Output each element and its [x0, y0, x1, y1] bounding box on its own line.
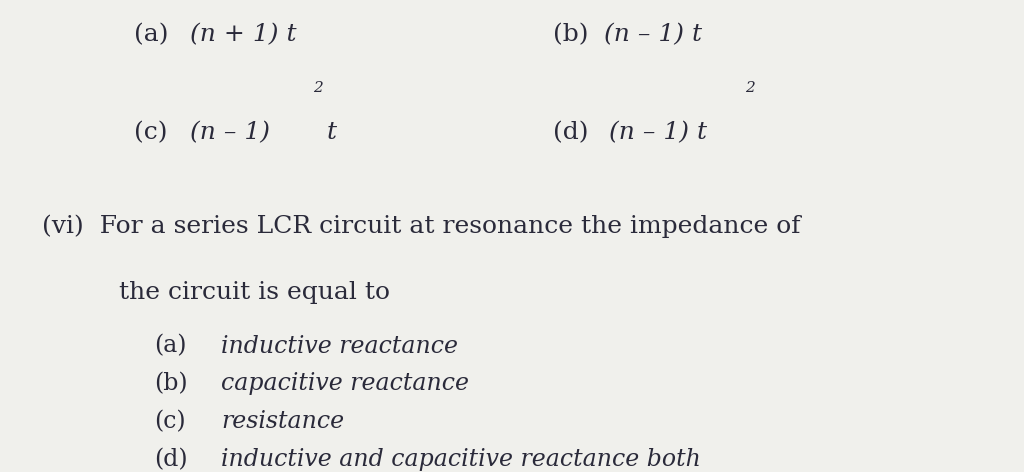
- Text: (b): (b): [553, 24, 604, 47]
- Text: 2: 2: [313, 81, 323, 95]
- Text: (n – 1) t: (n – 1) t: [604, 24, 701, 47]
- Text: 2: 2: [744, 81, 755, 95]
- Text: inductive and capacitive reactance both: inductive and capacitive reactance both: [221, 448, 700, 471]
- Text: (a): (a): [134, 24, 184, 47]
- Text: resistance: resistance: [221, 410, 344, 433]
- Text: (c): (c): [134, 121, 183, 144]
- Text: (n – 1): (n – 1): [190, 121, 270, 144]
- Text: the circuit is equal to: the circuit is equal to: [119, 281, 390, 304]
- Text: t: t: [326, 121, 336, 144]
- Text: (c): (c): [155, 410, 186, 433]
- Text: (vi)  For a series LCR circuit at resonance the impedance of: (vi) For a series LCR circuit at resonan…: [42, 215, 801, 238]
- Text: (d): (d): [553, 121, 604, 144]
- Text: inductive reactance: inductive reactance: [221, 335, 458, 358]
- Text: capacitive reactance: capacitive reactance: [221, 372, 469, 396]
- Text: (b): (b): [155, 372, 188, 396]
- Text: (a): (a): [155, 335, 187, 358]
- Text: (d): (d): [155, 448, 188, 471]
- Text: (n – 1) t: (n – 1) t: [609, 121, 707, 144]
- Text: (n + 1) t: (n + 1) t: [190, 24, 297, 47]
